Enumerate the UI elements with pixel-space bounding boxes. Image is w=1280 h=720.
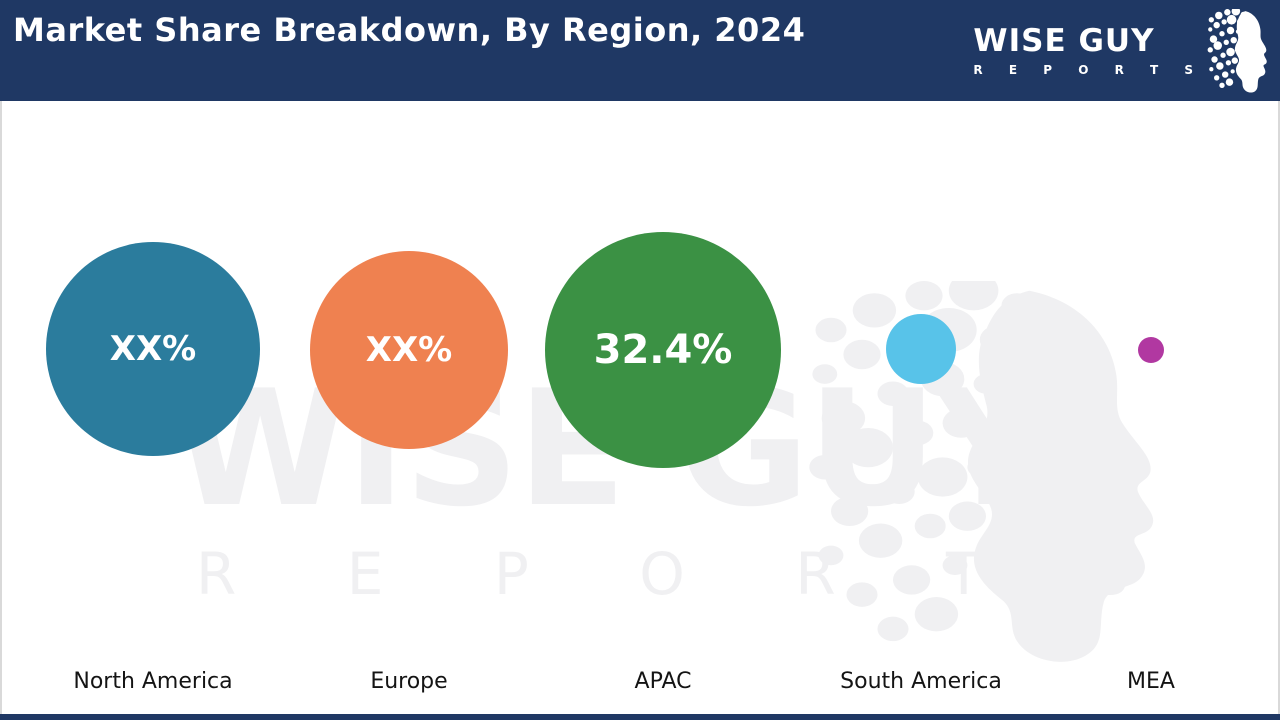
brand-logo: WISE GUY R E P O R T S <box>973 4 1272 97</box>
header-bar: Market Share Breakdown, By Region, 2024 … <box>0 0 1280 101</box>
brand-tagline: R E P O R T S <box>973 63 1204 77</box>
category-label-south-america: South America <box>840 669 1002 694</box>
bubble-north-america: XX% <box>46 242 260 456</box>
bottom-accent-strip <box>0 714 1280 720</box>
bubble-value-label: XX% <box>109 329 197 369</box>
category-label-north-america: North America <box>73 669 233 694</box>
category-label-mea: MEA <box>1127 669 1175 694</box>
right-frame-line <box>1278 101 1280 714</box>
left-frame-line <box>0 101 2 714</box>
brand-name: WISE GUY <box>973 23 1155 59</box>
category-label-apac: APAC <box>634 669 692 694</box>
bubble-value-label: XX% <box>365 330 453 370</box>
bubble-apac: 32.4% <box>545 232 781 468</box>
bubble-south-america <box>886 314 956 384</box>
bubble-europe: XX% <box>310 251 508 449</box>
category-label-europe: Europe <box>370 669 448 694</box>
plot-area: WISE GUY R E P O R T S XX% XX% 32.4% Nor… <box>0 101 1280 714</box>
page-title: Market Share Breakdown, By Region, 2024 <box>13 11 806 49</box>
bubble-value-label: 32.4% <box>593 327 733 373</box>
watermark-head-silhouette-icon <box>809 281 1154 662</box>
watermark-brand-tagline: R E P O R T S <box>196 540 1175 608</box>
bubble-mea <box>1138 337 1164 363</box>
brand-logo-text: WISE GUY R E P O R T S <box>973 23 1204 78</box>
head-silhouette-icon <box>1207 9 1267 93</box>
